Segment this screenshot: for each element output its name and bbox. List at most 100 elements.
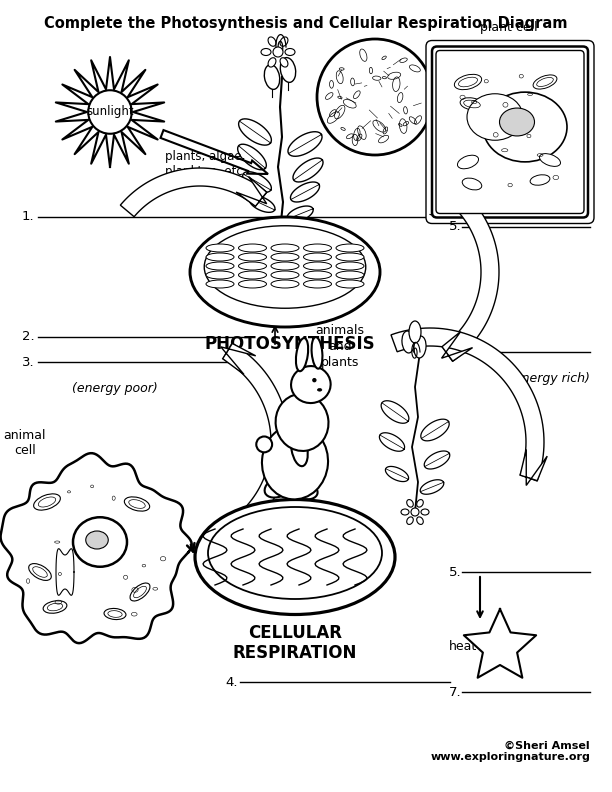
Text: 6.: 6. [449,345,461,359]
Ellipse shape [86,531,108,549]
Ellipse shape [304,271,332,279]
Text: heat: heat [449,641,477,653]
Circle shape [256,436,272,452]
Ellipse shape [104,608,126,619]
Text: CELLULAR
RESPIRATION: CELLULAR RESPIRATION [233,625,357,662]
Ellipse shape [290,481,318,500]
Ellipse shape [34,494,61,510]
Circle shape [312,378,316,383]
Ellipse shape [262,425,328,500]
Text: plant cell: plant cell [480,21,537,35]
Polygon shape [520,449,547,485]
Ellipse shape [296,338,308,371]
Ellipse shape [304,280,332,288]
Ellipse shape [73,517,127,567]
Ellipse shape [275,394,329,451]
Ellipse shape [239,271,266,279]
Ellipse shape [268,58,276,67]
Ellipse shape [239,253,266,261]
Ellipse shape [336,262,364,270]
Ellipse shape [336,253,364,261]
Polygon shape [208,343,289,549]
Ellipse shape [304,244,332,252]
Polygon shape [1,453,192,643]
Ellipse shape [407,500,413,507]
FancyBboxPatch shape [426,40,594,223]
Ellipse shape [318,389,322,391]
Ellipse shape [540,154,561,166]
Ellipse shape [268,37,276,46]
Ellipse shape [312,337,323,368]
Polygon shape [236,177,267,206]
Polygon shape [56,57,164,167]
Text: 3.: 3. [22,356,35,368]
Text: 7.: 7. [449,686,461,699]
Text: sunlight: sunlight [86,105,134,119]
Ellipse shape [467,93,523,140]
Ellipse shape [336,271,364,279]
Ellipse shape [195,500,395,615]
Polygon shape [391,328,544,481]
FancyBboxPatch shape [436,51,584,214]
Ellipse shape [206,262,234,270]
Ellipse shape [239,244,266,252]
Text: animals
and
plants: animals and plants [316,324,365,369]
Ellipse shape [206,244,234,252]
FancyBboxPatch shape [432,47,588,218]
Ellipse shape [417,517,424,524]
Circle shape [317,39,433,155]
Ellipse shape [239,280,266,288]
Ellipse shape [264,65,280,89]
Polygon shape [121,168,267,217]
Ellipse shape [190,217,380,327]
Ellipse shape [499,108,534,136]
Ellipse shape [304,262,332,270]
Text: 5.: 5. [449,220,461,234]
Ellipse shape [239,262,266,270]
Text: (energy poor): (energy poor) [72,382,158,395]
Circle shape [273,47,283,57]
Ellipse shape [401,509,409,515]
Ellipse shape [43,601,67,613]
Ellipse shape [421,509,429,515]
Ellipse shape [271,253,299,261]
Ellipse shape [407,517,413,524]
Ellipse shape [409,321,421,343]
Ellipse shape [271,244,299,252]
Ellipse shape [271,271,299,279]
Text: plants, algae,
plankton, etc.: plants, algae, plankton, etc. [165,150,247,178]
Ellipse shape [271,280,299,288]
Ellipse shape [462,178,482,190]
Ellipse shape [483,92,567,162]
Text: 1.: 1. [22,211,35,223]
Text: PHOTOSYNTHESIS: PHOTOSYNTHESIS [204,335,375,353]
Ellipse shape [402,331,414,353]
Circle shape [411,508,419,516]
Ellipse shape [206,280,234,288]
Text: ©Sheri Amsel
www.exploringnature.org: ©Sheri Amsel www.exploringnature.org [430,741,590,762]
Ellipse shape [304,253,332,261]
Ellipse shape [280,58,296,82]
Ellipse shape [206,271,234,279]
Ellipse shape [460,97,484,110]
Ellipse shape [204,226,366,308]
Ellipse shape [533,75,557,89]
Ellipse shape [336,244,364,252]
Ellipse shape [280,58,288,67]
Ellipse shape [208,507,382,599]
Ellipse shape [206,253,234,261]
Ellipse shape [305,435,319,468]
Ellipse shape [271,262,299,270]
Ellipse shape [414,336,426,358]
Ellipse shape [280,37,288,46]
Ellipse shape [124,497,150,511]
Text: (energy rich): (energy rich) [509,372,590,385]
Text: 2.: 2. [22,330,35,344]
Polygon shape [442,202,499,361]
Ellipse shape [457,155,479,169]
Ellipse shape [29,564,51,581]
Ellipse shape [285,48,295,55]
Ellipse shape [291,366,330,403]
Polygon shape [160,130,268,174]
Ellipse shape [261,48,271,55]
